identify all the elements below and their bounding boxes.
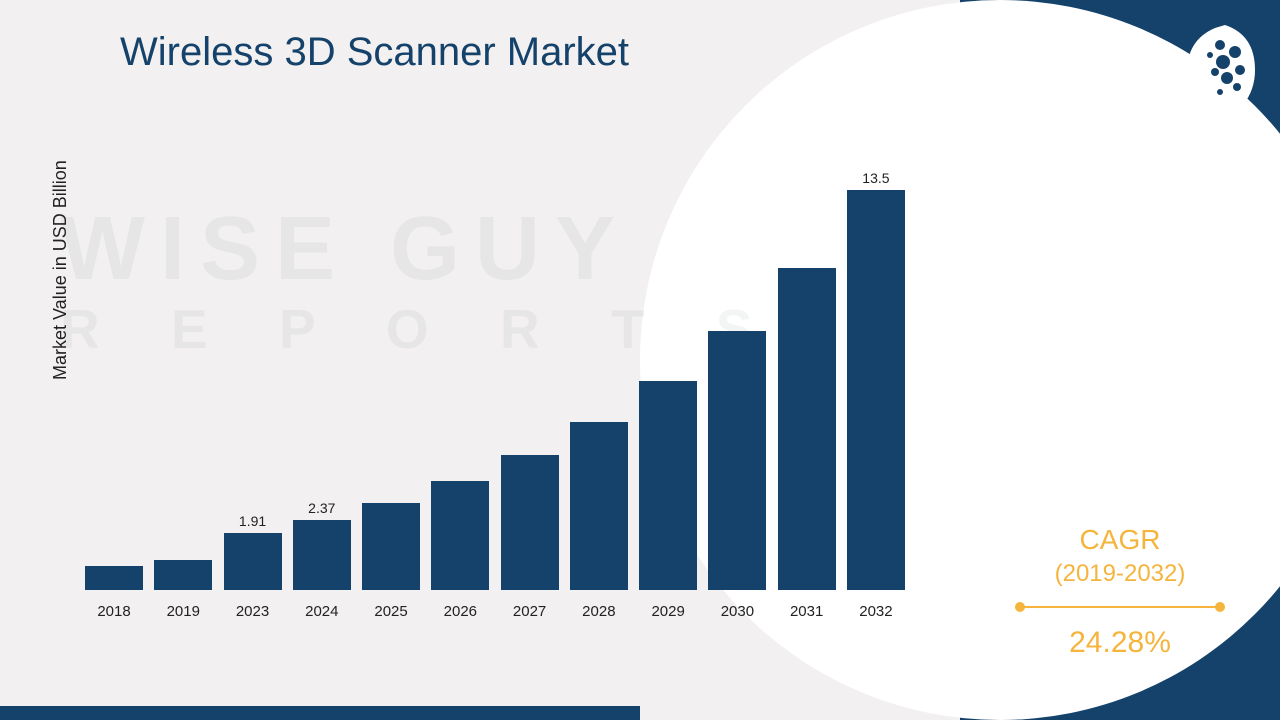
bar-chart: 1.912.3713.5 201820192023202420252026202…	[85, 190, 905, 620]
x-tick-label: 2018	[85, 603, 143, 620]
bar-2018	[85, 546, 143, 590]
bar-value-label: 13.5	[862, 170, 889, 186]
report-card: WISE GUY R E P O R T S Wireless 3D Scann…	[0, 0, 1280, 720]
bar-2026	[431, 461, 489, 590]
bar-2019	[154, 540, 212, 590]
bars-container: 1.912.3713.5	[85, 190, 905, 590]
x-tick-label: 2019	[154, 603, 212, 620]
x-tick-label: 2032	[847, 603, 905, 620]
bar-2030	[708, 311, 766, 590]
bar-rect	[362, 503, 420, 590]
bar-rect	[570, 422, 628, 590]
logo-title: WISE GUY	[980, 38, 1194, 77]
bottom-accent-bar	[0, 706, 640, 720]
x-axis-labels: 2018 2019 2023 2024 2025 2026 2027 2028 2029 2030…	[85, 603, 905, 620]
bar-2023: 1.91	[224, 513, 282, 590]
x-tick-label: 2027	[501, 603, 559, 620]
bar-rect	[224, 533, 282, 590]
x-tick-label: 2023	[224, 603, 282, 620]
bar-rect	[778, 268, 836, 590]
x-tick-label: 2030	[708, 603, 766, 620]
bar-rect	[293, 520, 351, 590]
bar-rect	[708, 331, 766, 590]
bar-2025	[362, 483, 420, 590]
x-tick-label: 2031	[778, 603, 836, 620]
bar-rect	[154, 560, 212, 590]
x-tick-label: 2024	[293, 603, 351, 620]
chart-title: Wireless 3D Scanner Market	[120, 30, 629, 75]
bar-2028	[570, 402, 628, 590]
cagr-divider	[1020, 606, 1220, 608]
y-axis-label: Market Value in USD Billion	[50, 160, 71, 380]
cagr-title: CAGR	[1000, 524, 1240, 556]
bar-2024: 2.37	[293, 500, 351, 590]
head-icon	[1165, 20, 1260, 130]
bar-rect	[847, 190, 905, 590]
cagr-period: (2019-2032)	[1000, 560, 1240, 588]
bar-2032: 13.5	[847, 170, 905, 590]
x-tick-label: 2026	[431, 603, 489, 620]
bar-2029	[639, 361, 697, 590]
x-tick-label: 2025	[362, 603, 420, 620]
bar-rect	[501, 455, 559, 590]
bar-value-label: 2.37	[308, 500, 335, 516]
cagr-value: 24.28%	[1000, 626, 1240, 660]
logo-subtitle: R E P O R T S	[980, 79, 1194, 99]
bar-rect	[85, 566, 143, 590]
bar-value-label: 1.91	[239, 513, 266, 529]
x-tick-label: 2028	[570, 603, 628, 620]
x-tick-label: 2029	[639, 603, 697, 620]
bar-rect	[639, 381, 697, 590]
bar-rect	[431, 481, 489, 590]
cagr-block: CAGR (2019-2032) 24.28%	[1000, 524, 1240, 660]
bar-2031	[778, 248, 836, 590]
brand-logo: WISE GUY R E P O R T S	[980, 20, 1260, 120]
bar-2027	[501, 435, 559, 590]
